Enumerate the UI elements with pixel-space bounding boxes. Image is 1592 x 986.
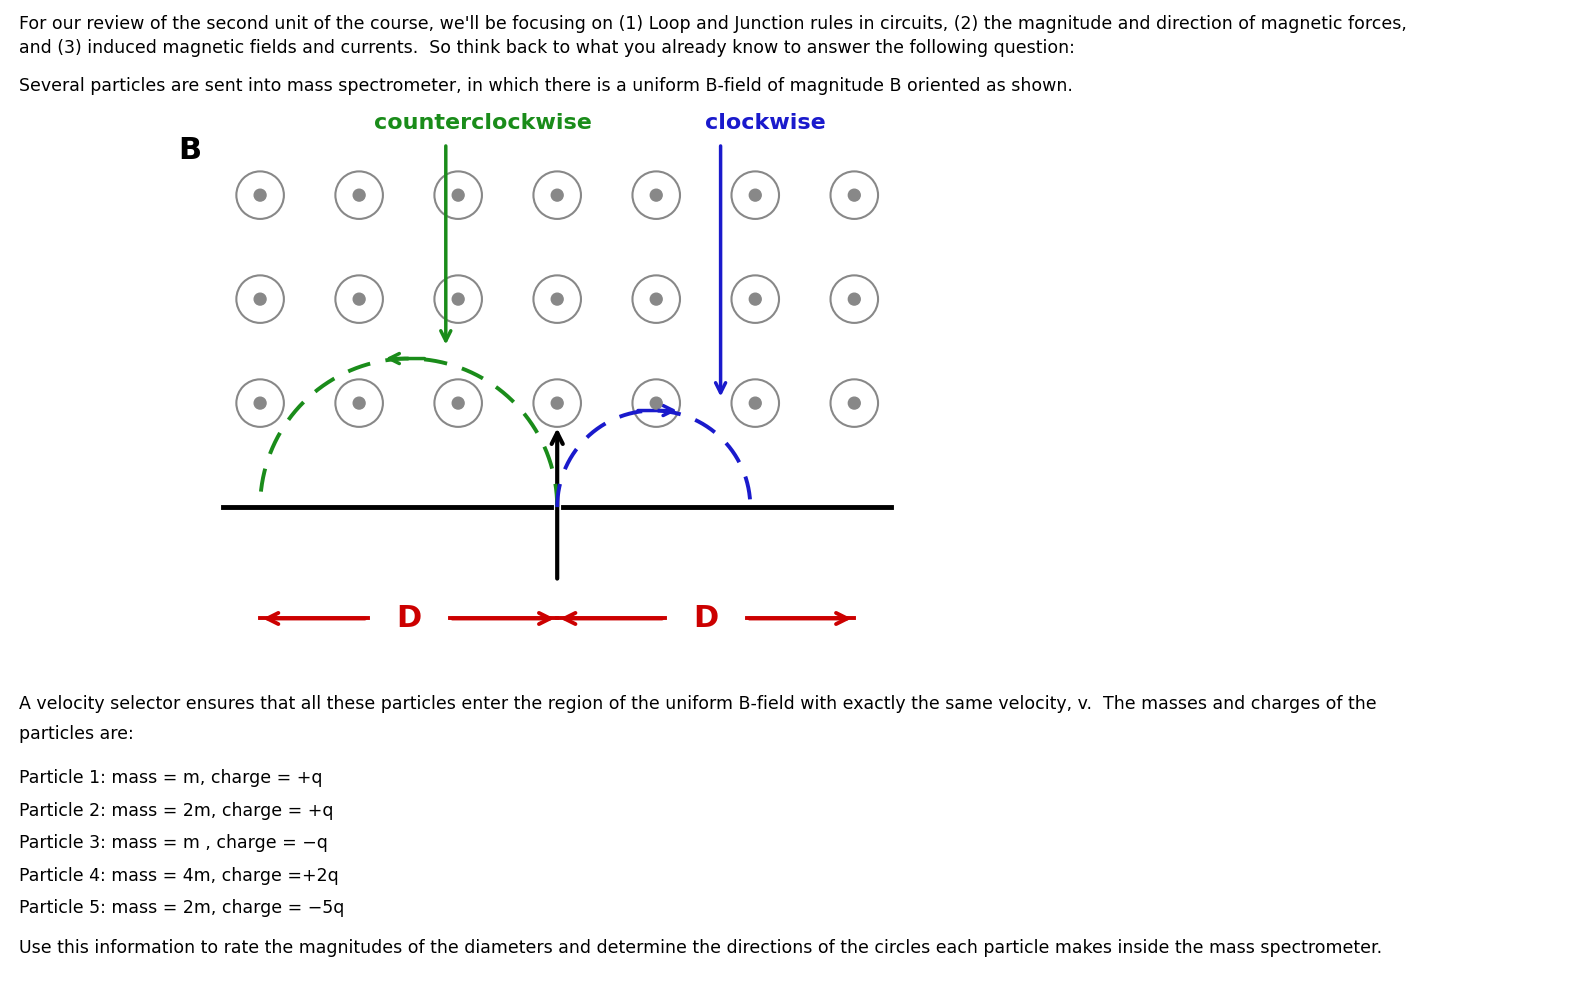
Text: Particle 3: mass = m , charge = −q: Particle 3: mass = m , charge = −q [19, 834, 328, 852]
Circle shape [353, 189, 365, 201]
Circle shape [255, 189, 266, 201]
Circle shape [551, 397, 564, 409]
Circle shape [452, 397, 465, 409]
Text: D: D [396, 604, 422, 633]
Circle shape [849, 397, 860, 409]
Circle shape [255, 397, 266, 409]
Text: Particle 1: mass = m, charge = +q: Particle 1: mass = m, charge = +q [19, 769, 323, 787]
Text: Particle 2: mass = 2m, charge = +q: Particle 2: mass = 2m, charge = +q [19, 802, 334, 819]
Circle shape [452, 189, 465, 201]
Circle shape [255, 293, 266, 305]
Circle shape [650, 293, 662, 305]
Text: Several particles are sent into mass spectrometer, in which there is a uniform B: Several particles are sent into mass spe… [19, 77, 1073, 95]
Text: Particle 5: mass = 2m, charge = −5q: Particle 5: mass = 2m, charge = −5q [19, 899, 344, 917]
Circle shape [750, 397, 761, 409]
Text: A velocity selector ensures that all these particles enter the region of the uni: A velocity selector ensures that all the… [19, 695, 1377, 713]
Circle shape [452, 293, 465, 305]
Text: For our review of the second unit of the course, we'll be focusing on (1) Loop a: For our review of the second unit of the… [19, 15, 1407, 33]
Text: particles are:: particles are: [19, 725, 134, 742]
Circle shape [353, 293, 365, 305]
Text: $\mathbf{B}$: $\mathbf{B}$ [178, 136, 202, 165]
Text: and (3) induced magnetic fields and currents.  So think back to what you already: and (3) induced magnetic fields and curr… [19, 39, 1075, 57]
Text: counterclockwise: counterclockwise [374, 113, 592, 133]
Circle shape [650, 397, 662, 409]
Text: Particle 4: mass = 4m, charge =+2q: Particle 4: mass = 4m, charge =+2q [19, 867, 339, 884]
Text: Use this information to rate the magnitudes of the diameters and determine the d: Use this information to rate the magnitu… [19, 939, 1382, 956]
Circle shape [750, 293, 761, 305]
Circle shape [353, 397, 365, 409]
Text: D: D [693, 604, 718, 633]
Text: clockwise: clockwise [705, 113, 826, 133]
Circle shape [750, 189, 761, 201]
Circle shape [551, 293, 564, 305]
Circle shape [650, 189, 662, 201]
Circle shape [849, 189, 860, 201]
Circle shape [551, 189, 564, 201]
Circle shape [849, 293, 860, 305]
